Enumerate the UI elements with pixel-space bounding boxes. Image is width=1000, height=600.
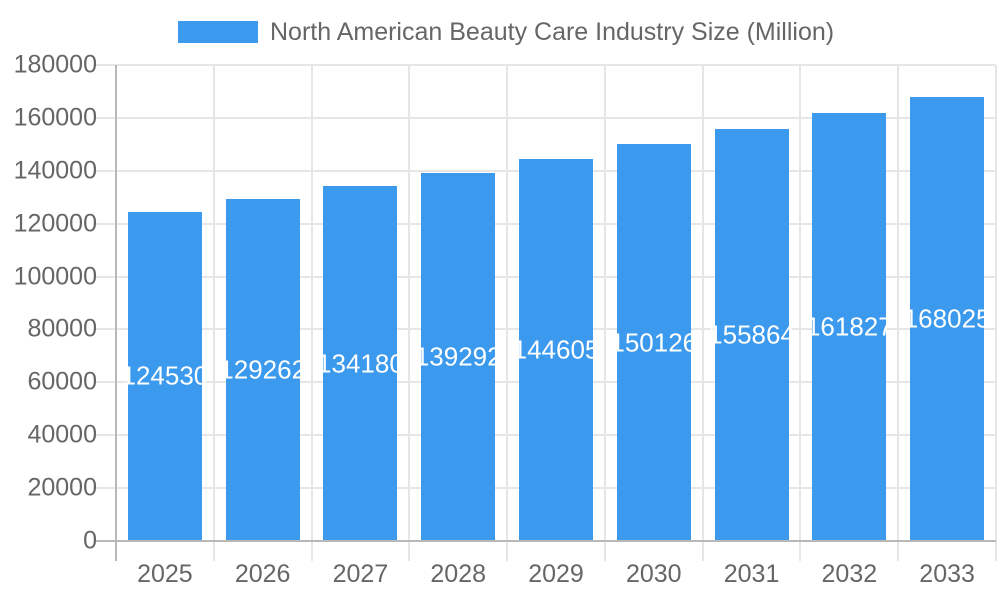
legend-item[interactable]: North American Beauty Care Industry Size… <box>178 18 835 46</box>
x-axis-tick-label: 2029 <box>528 560 584 588</box>
x-gridline <box>506 65 509 561</box>
x-axis-tick-label: 2026 <box>234 560 291 588</box>
y-axis-line <box>115 65 117 561</box>
x-gridline <box>701 65 704 561</box>
legend-label[interactable]: North American Beauty Care Industry Size… <box>270 18 835 46</box>
bar-value-label: 155864 <box>708 319 795 350</box>
bar <box>910 96 985 541</box>
x-axis-line <box>96 540 996 542</box>
y-axis-tick-label: 40000 <box>27 420 97 449</box>
bar-value-label: 168025 <box>903 303 991 334</box>
y-axis-tick-label: 0 <box>83 526 97 555</box>
bar <box>616 144 691 541</box>
bar-value-label: 124530 <box>121 360 209 391</box>
y-axis-tick-label: 20000 <box>27 473 97 502</box>
bar-value-label: 150126 <box>610 327 698 357</box>
x-axis-tick-label: 2030 <box>625 560 682 588</box>
x-axis-tick-label: 2031 <box>723 560 780 588</box>
bar <box>714 128 789 541</box>
x-gridline <box>603 65 606 561</box>
x-gridline <box>408 65 411 561</box>
y-axis-tick-label: 140000 <box>13 156 97 185</box>
legend-swatch[interactable] <box>178 21 258 43</box>
y-axis-tick-label: 80000 <box>27 314 97 343</box>
x-gridline <box>799 65 802 561</box>
x-axis-tick-label: 2027 <box>332 560 389 588</box>
bar <box>225 199 300 541</box>
bar <box>323 186 398 541</box>
bar <box>812 113 887 541</box>
x-axis-tick-label: 2033 <box>919 560 975 588</box>
x-gridline <box>897 65 900 561</box>
x-axis-tick-label: 2028 <box>430 560 487 588</box>
bar-value-label: 144605 <box>512 334 600 365</box>
y-axis-tick-label: 120000 <box>13 209 97 238</box>
x-axis-tick-label: 2032 <box>821 560 878 588</box>
y-axis-tick-label: 160000 <box>13 103 97 132</box>
y-axis-tick-label: 180000 <box>13 50 97 79</box>
y-gridline <box>96 64 996 66</box>
x-gridline <box>212 65 215 561</box>
x-axis-tick-label: 2025 <box>137 560 193 588</box>
bar-value-label: 134180 <box>317 348 404 379</box>
y-axis-tick-label: 100000 <box>13 262 97 291</box>
bar-value-label: 139292 <box>414 341 502 372</box>
bar <box>519 158 593 541</box>
y-axis-tick-label: 60000 <box>27 367 97 396</box>
y-gridline <box>96 116 996 119</box>
x-gridline <box>995 65 997 561</box>
bar <box>127 211 202 541</box>
bar-value-label: 129262 <box>219 354 307 385</box>
x-gridline <box>310 65 313 561</box>
bar-value-label: 161827 <box>805 311 893 342</box>
bar <box>421 172 496 541</box>
